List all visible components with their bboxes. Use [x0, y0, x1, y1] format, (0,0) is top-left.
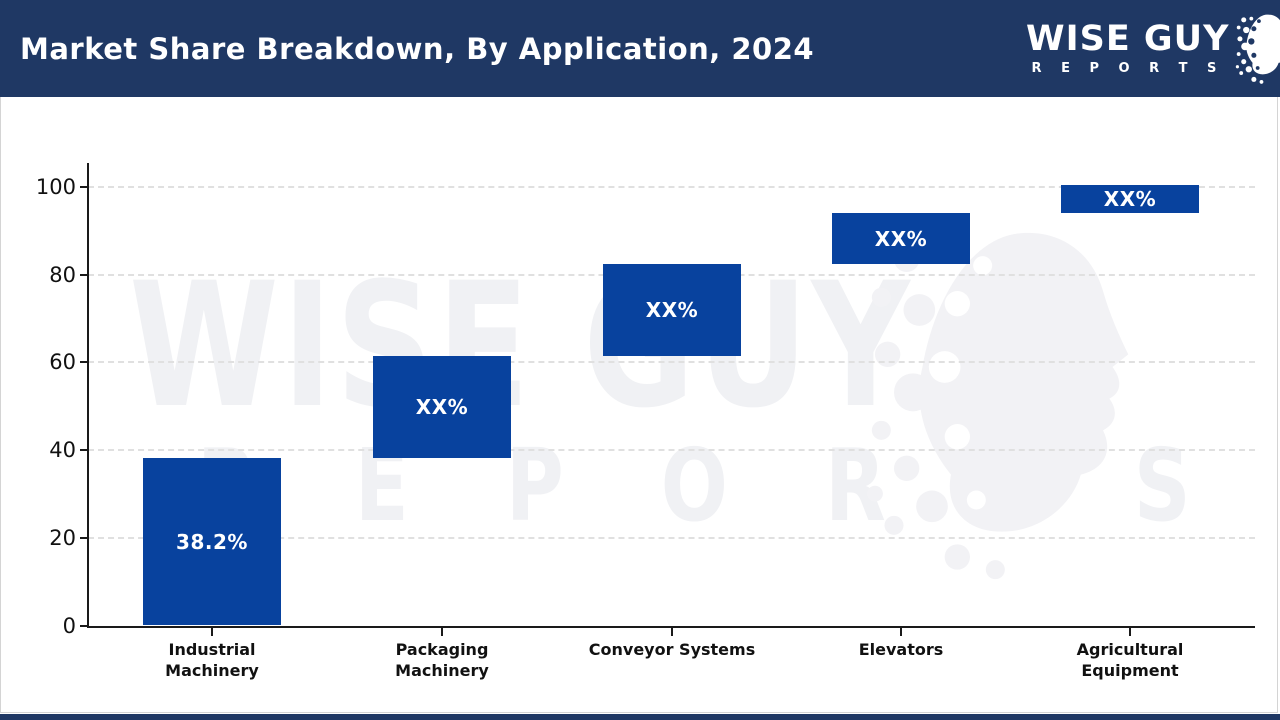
y-gridline	[88, 361, 1255, 364]
y-gridline	[88, 536, 1255, 539]
y-tick-mark	[80, 624, 88, 627]
bar-segment: XX%	[1061, 185, 1199, 214]
y-tick-mark	[80, 186, 88, 188]
y-tick-label: 40	[49, 438, 76, 463]
bar-value-label: 38.2%	[176, 529, 248, 554]
bar-value-label: XX%	[415, 394, 469, 419]
brand-tagline: R E P O R T S	[1031, 61, 1224, 76]
bar-segment: XX%	[603, 263, 741, 356]
bar-value-label: XX%	[874, 226, 928, 251]
chart-canvas: WISE GUY R E P O R T S 0 20 40 60 80 100 38.2%…	[0, 97, 1278, 713]
y-tick-label: 100	[35, 175, 76, 199]
chart-title: Market Share Breakdown, By Application, …	[20, 31, 815, 66]
y-tick-label: 0	[62, 613, 76, 638]
x-category-label: Packaging Machinery	[395, 640, 489, 680]
bar-segment: 38.2%	[143, 457, 281, 626]
y-tick-label: 20	[49, 525, 76, 550]
brand-logo-text: WISE GUY R E P O R T S	[1026, 19, 1230, 77]
x-tick-mark	[1129, 628, 1131, 636]
y-tick-label: 60	[49, 350, 76, 375]
y-axis-line	[87, 163, 89, 628]
brand-face-icon	[1236, 14, 1280, 84]
y-gridline	[88, 449, 1255, 452]
x-tick-mark	[211, 628, 213, 636]
footer-bar	[0, 714, 1280, 720]
x-tick-mark	[900, 628, 902, 636]
y-tick-mark	[80, 449, 88, 452]
bar-segment: XX%	[373, 355, 511, 458]
header-bar: Market Share Breakdown, By Application, …	[0, 0, 1280, 97]
x-tick-mark	[671, 628, 673, 636]
x-category-label: Conveyor Systems	[588, 640, 756, 659]
x-category-label: Elevators	[858, 640, 944, 659]
y-tick-label: 80	[49, 262, 76, 287]
x-tick-mark	[441, 628, 443, 636]
y-tick-mark	[80, 361, 88, 364]
bar-value-label: XX%	[1103, 187, 1157, 212]
x-axis-line	[87, 625, 1255, 628]
y-gridline	[88, 186, 1255, 188]
bar-value-label: XX%	[645, 297, 699, 322]
x-category-label: Industrial Machinery	[165, 640, 259, 680]
brand-name: WISE GUY	[1026, 19, 1230, 59]
bar-segment: XX%	[832, 213, 970, 264]
watermark-text-main: WISE GUY	[129, 245, 913, 446]
y-tick-mark	[80, 536, 88, 539]
x-category-label: Agricultural Equipment	[1076, 640, 1184, 680]
brand-logo: WISE GUY R E P O R T S	[1026, 8, 1280, 90]
y-tick-mark	[80, 273, 88, 276]
